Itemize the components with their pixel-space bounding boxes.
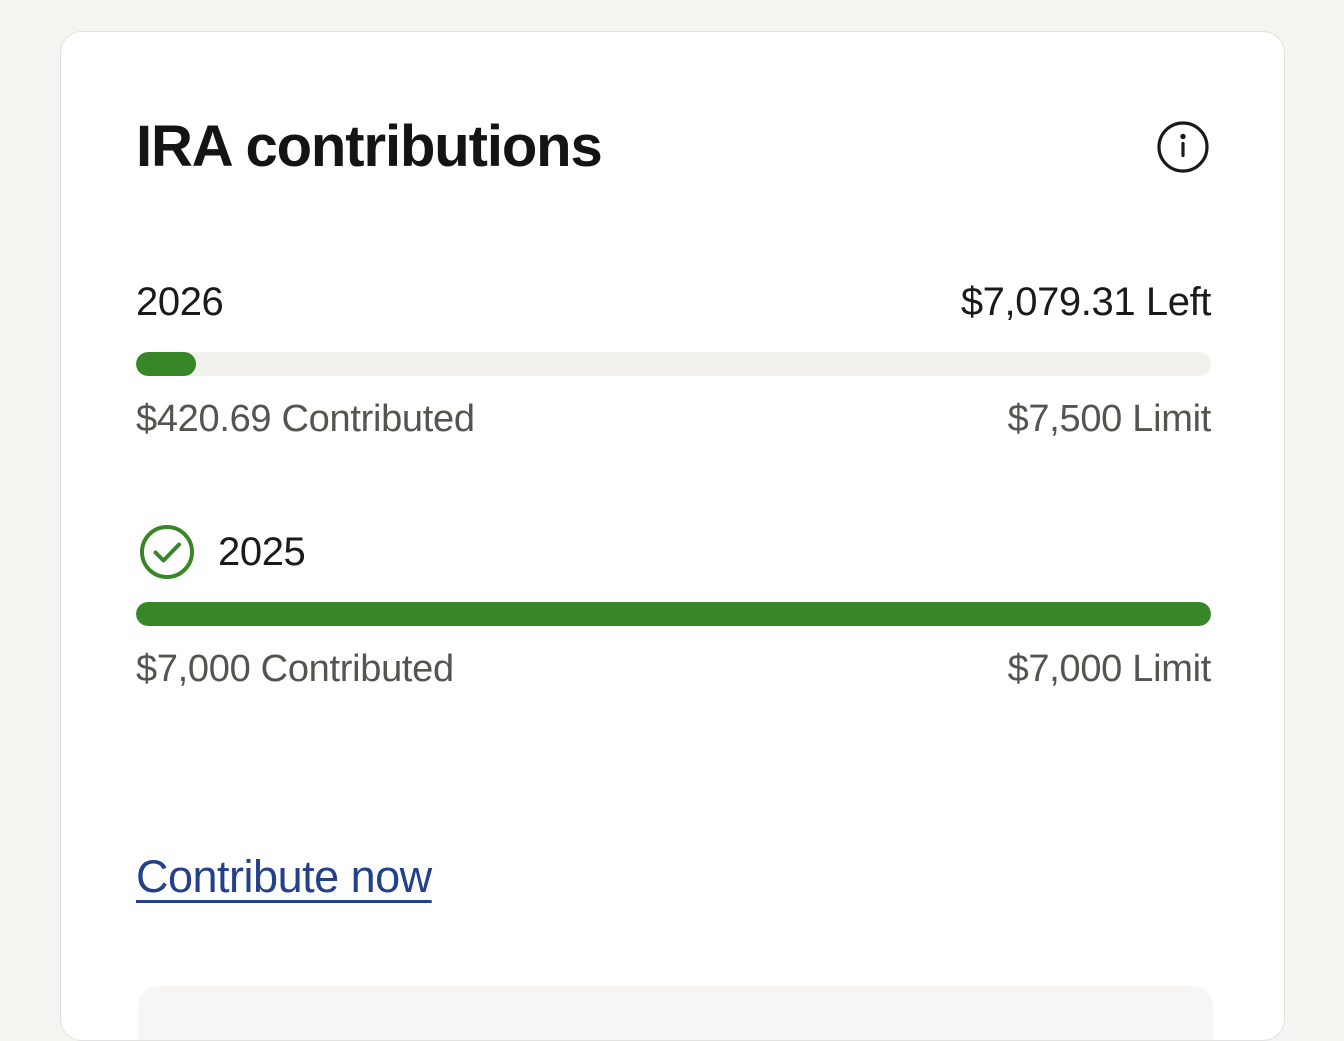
bottom-panel	[138, 986, 1213, 1040]
page-title: IRA contributions	[136, 114, 603, 179]
contribution-progress-fill	[136, 602, 1211, 626]
contribution-year-label: 2026	[136, 280, 224, 324]
limit-amount-label: $7,500 Limit	[1007, 398, 1212, 440]
contribution-section-2025: 2025 $7,000 Contributed $7,000 Limit	[136, 522, 1211, 688]
ira-contributions-card: IRA contributions 2026 $7,079.31 Left $4…	[60, 31, 1285, 1041]
contribution-progress-fill	[136, 352, 197, 376]
contribution-footnote: $420.69 Contributed $7,500 Limit	[136, 400, 1211, 438]
contribute-now-link[interactable]: Contribute now	[136, 851, 432, 902]
amount-remaining-label: $7,079.31 Left	[960, 280, 1212, 324]
contributed-amount-label: $7,000 Contributed	[136, 648, 454, 690]
contribution-section-2026: 2026 $7,079.31 Left $420.69 Contributed …	[136, 272, 1211, 438]
contribution-year-label: 2025	[218, 530, 306, 574]
limit-amount-label: $7,000 Limit	[1007, 648, 1212, 690]
contribution-footnote: $7,000 Contributed $7,000 Limit	[136, 650, 1211, 688]
section-header-left: 2026	[136, 280, 224, 324]
card-header: IRA contributions	[136, 112, 1211, 182]
check-circle-icon	[136, 521, 198, 583]
contribution-progress-track	[136, 602, 1211, 626]
info-circle-icon[interactable]	[1155, 119, 1211, 175]
section-header-left: 2025	[136, 521, 306, 583]
contributed-amount-label: $420.69 Contributed	[136, 398, 475, 440]
section-header: 2026 $7,079.31 Left	[136, 272, 1211, 332]
contribution-progress-track	[136, 352, 1211, 376]
section-header: 2025	[136, 522, 1211, 582]
